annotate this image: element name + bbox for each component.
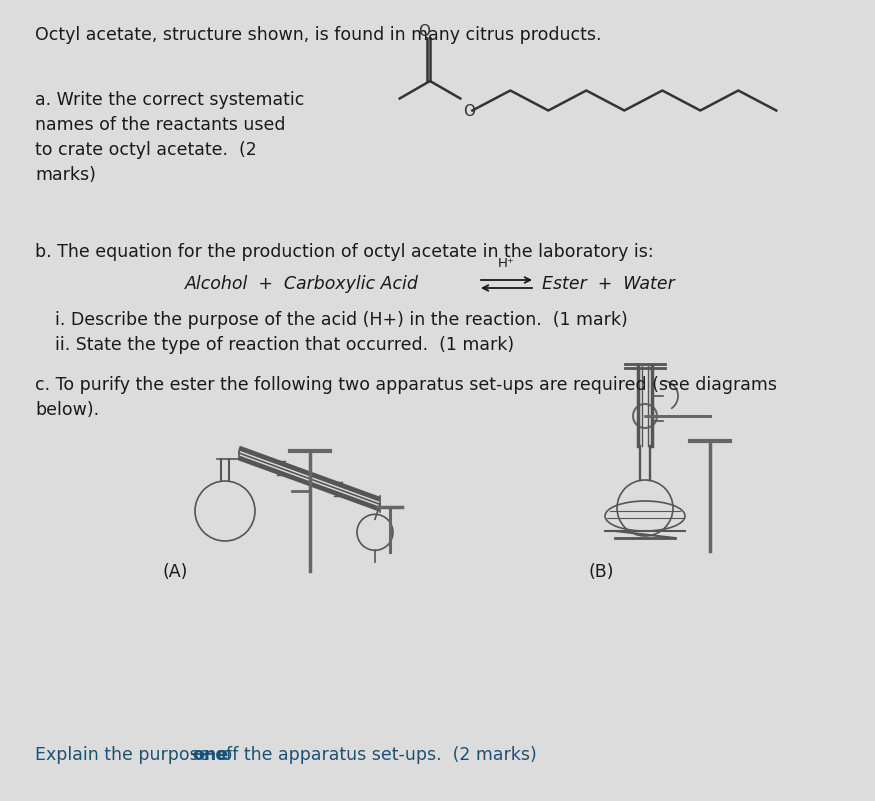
- Text: c. To purify the ester the following two apparatus set-ups are required (see dia: c. To purify the ester the following two…: [35, 376, 777, 419]
- Text: H⁺: H⁺: [498, 257, 514, 270]
- Text: i. Describe the purpose of the acid (H+) in the reaction.  (1 mark): i. Describe the purpose of the acid (H+)…: [55, 311, 627, 329]
- Text: Alcohol  +  Carboxylic Acid: Alcohol + Carboxylic Acid: [185, 275, 419, 293]
- Text: Explain the purpose of: Explain the purpose of: [35, 746, 237, 764]
- Text: of the apparatus set-ups.  (2 marks): of the apparatus set-ups. (2 marks): [216, 746, 536, 764]
- Text: b. The equation for the production of octyl acetate in the laboratory is:: b. The equation for the production of oc…: [35, 243, 654, 261]
- Text: O: O: [463, 103, 475, 119]
- Text: (A): (A): [163, 563, 188, 581]
- Text: O: O: [418, 23, 430, 38]
- Text: (B): (B): [588, 563, 613, 581]
- Text: ii. State the type of reaction that occurred.  (1 mark): ii. State the type of reaction that occu…: [55, 336, 514, 354]
- Text: one: one: [192, 746, 228, 764]
- Text: Octyl acetate, structure shown, is found in many citrus products.: Octyl acetate, structure shown, is found…: [35, 26, 601, 44]
- Text: a. Write the correct systematic
names of the reactants used
to crate octyl aceta: a. Write the correct systematic names of…: [35, 91, 304, 184]
- Text: Ester  +  Water: Ester + Water: [542, 275, 675, 293]
